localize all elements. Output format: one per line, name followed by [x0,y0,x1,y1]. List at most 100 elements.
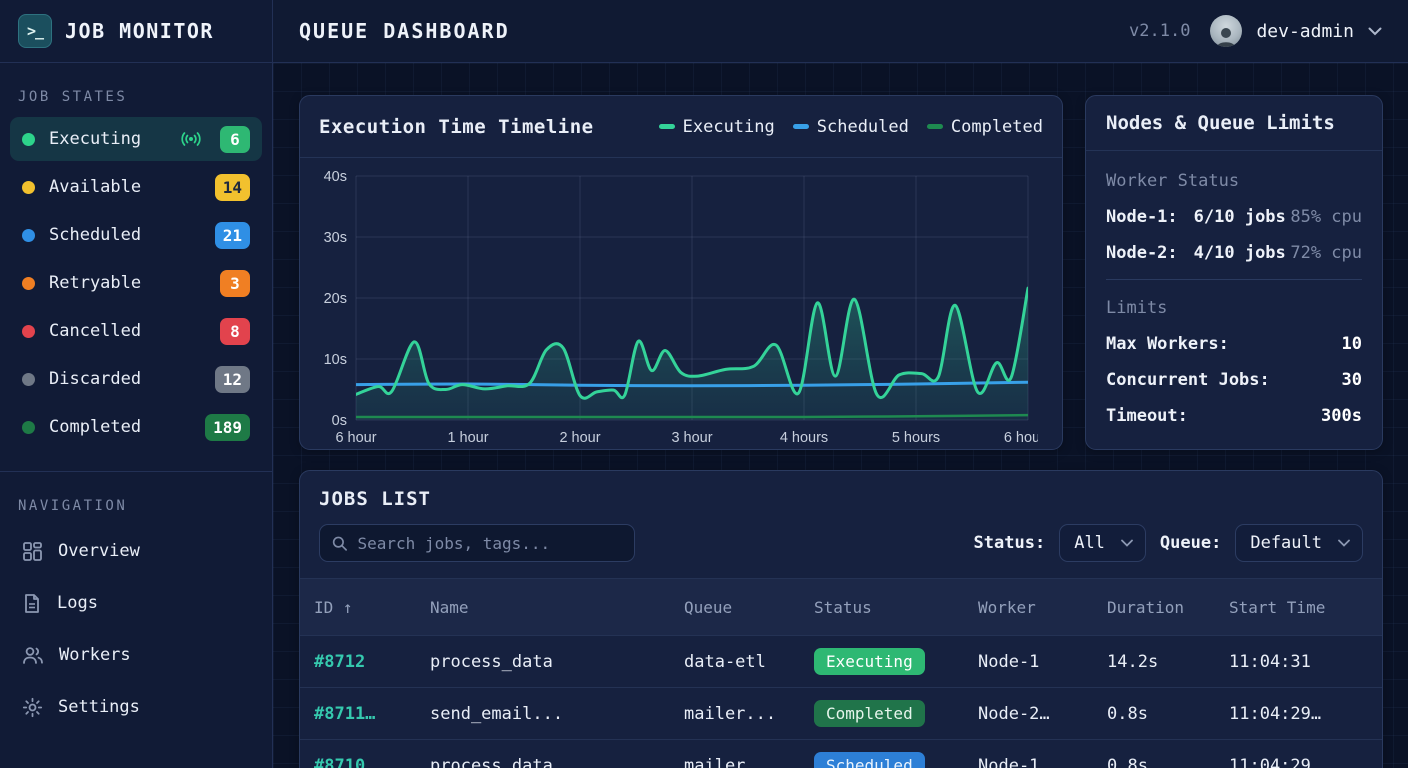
job-id-link[interactable]: #8711… [314,703,376,724]
sidebar: >_ JOB MONITOR JOB STATES Executing 6 Avai… [0,0,273,768]
svg-text:30s: 30s [324,230,347,246]
nodes-card-title: Nodes & Queue Limits [1086,96,1382,151]
legend-dash [792,124,809,129]
sidebar-item-completed[interactable]: Completed 189 [10,405,262,449]
sidebar-item-settings[interactable]: Settings [10,684,262,730]
state-dot [22,276,35,290]
limit-value: 10 [1341,334,1362,354]
job-duration: 0.8s [1107,755,1148,768]
legend-label: Executing [682,116,775,137]
svg-text:5 hours: 5 hours [892,430,940,446]
sidebar-item-scheduled[interactable]: Scheduled 21 [10,213,262,257]
legend-dash [926,124,943,129]
table-row[interactable]: #8712 process_data data-etl Executing Node-1… [300,635,1382,687]
worker-name: Node-1: [1106,207,1178,227]
legend-item-completed: Completed [926,116,1043,137]
job-queue: data-etl [684,651,766,672]
queue-filter-select[interactable]: Default [1235,524,1363,562]
job-queue: mailer [684,755,746,768]
svg-text:6 hour: 6 hour [335,430,376,446]
column-header-queue: Queue [684,597,733,617]
sidebar-item-retryable[interactable]: Retryable 3 [10,261,262,305]
svg-text:4 hours: 4 hours [780,430,828,446]
main-area: QUEUE DASHBOARD v2.1.0 dev-admin Executi… [273,0,1408,768]
job-worker: Node-2… [978,703,1050,724]
limits-label: Limits [1106,298,1168,318]
svg-text:1 hour: 1 hour [447,430,488,446]
sidebar-item-discarded[interactable]: Discarded 12 [10,357,262,401]
status-filter-select[interactable]: All [1059,524,1146,562]
jobs-list-title: JOBS LIST [319,488,431,510]
job-id-link[interactable]: #8712 [314,651,366,672]
job-name: process_data [430,651,553,672]
status-badge: Completed [814,700,925,727]
worker-cpu: 85% cpu [1290,207,1362,227]
app-logo: >_ JOB MONITOR [0,0,272,63]
state-dot [22,420,35,434]
job-states-list: Executing 6 Available 14 Scheduled 21 Retryabl… [0,117,272,449]
status-badge: Scheduled [814,752,925,768]
queue-filter-label: Queue: [1159,533,1222,553]
gear-icon [22,697,43,718]
chevron-down-icon [1338,539,1350,547]
chevron-down-icon[interactable] [1368,27,1382,36]
worker-status-row: Node-1: 6/10 jobs 85% cpu [1106,207,1362,227]
sidebar-item-workers[interactable]: Workers [10,632,262,678]
state-dot [22,372,35,386]
terminal-icon: >_ [18,14,52,48]
job-id-link[interactable]: #8710 [314,755,366,768]
worker-status-label: Worker Status [1106,171,1240,191]
legend-item-scheduled: Scheduled [792,117,909,137]
nav-item-label: Workers [59,645,131,665]
table-row[interactable]: #8710 process_data mailer Scheduled Node-1 0.… [300,739,1382,768]
sidebar-divider [0,471,272,472]
column-header-id--[interactable]: ID ↑ [314,597,353,617]
worker-jobs: 4/10 jobs [1193,243,1286,263]
svg-text:40s: 40s [324,169,347,185]
job-duration: 14.2s [1107,651,1159,672]
search-icon [332,536,347,551]
legend-label: Completed [950,116,1043,137]
job-name: process_data [430,755,553,768]
sidebar-item-cancelled[interactable]: Cancelled 8 [10,309,262,353]
svg-text:6 hours: 6 hours [1004,430,1038,446]
grid-icon [22,541,43,562]
topbar: QUEUE DASHBOARD v2.1.0 dev-admin [273,0,1408,63]
job-start-time: 11:04:29 [1229,755,1311,768]
search-input[interactable] [357,533,622,553]
table-row[interactable]: #8711… send_email... mailer... Completed Nod… [300,687,1382,739]
state-label: Completed [49,417,142,437]
status-filter-label: Status: [973,533,1046,553]
job-worker: Node-1 [978,651,1040,672]
state-dot [22,324,35,338]
search-box[interactable] [319,524,635,562]
state-label: Retryable [49,273,142,293]
svg-text:2 hour: 2 hour [559,430,600,446]
avatar[interactable] [1210,15,1243,47]
nav-item-label: Overview [58,541,140,561]
limit-label: Timeout: [1106,406,1188,426]
sidebar-item-overview[interactable]: Overview [10,528,262,574]
svg-text:10s: 10s [324,352,347,368]
state-label: Executing [49,129,142,149]
execution-time-chart: 0s 10s 20s 30s 40s 6 hour 1 hour 2 hour 3 hour 4 … [300,158,1062,452]
limit-label: Concurrent Jobs: [1106,370,1270,390]
state-count-badge: 8 [220,317,250,345]
worker-name: Node-2: [1106,243,1178,263]
file-icon [22,593,42,614]
job-worker: Node-1 [978,755,1040,768]
job-start-time: 11:04:31 [1229,651,1311,672]
person-icon [1217,28,1236,47]
navigation-list: Overview Logs Workers Settings [0,526,272,732]
sidebar-item-logs[interactable]: Logs [10,580,262,626]
svg-text:3 hour: 3 hour [671,430,712,446]
job-name: send_email... [430,703,564,724]
sidebar-item-available[interactable]: Available 14 [10,165,262,209]
worker-jobs: 6/10 jobs [1193,207,1286,227]
username[interactable]: dev-admin [1256,20,1354,42]
jobs-table: ID ↑ Name Queue Status Worker Duration Start T… [300,578,1382,768]
state-label: Available [49,177,142,197]
limit-row: Concurrent Jobs: 30 [1106,370,1362,390]
sidebar-item-executing[interactable]: Executing 6 [10,117,262,161]
version-label: v2.1.0 [1129,21,1191,41]
